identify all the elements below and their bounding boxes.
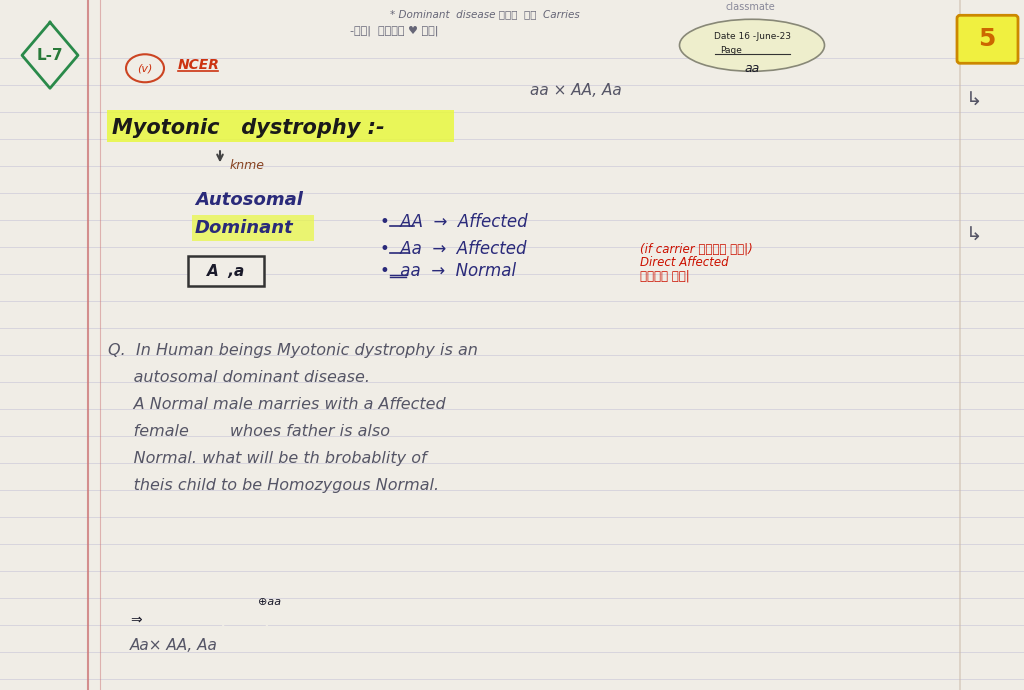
Text: 5: 5: [978, 28, 995, 51]
Text: ↳: ↳: [966, 91, 982, 110]
Text: Normal. what will be th brobablity of: Normal. what will be th brobablity of: [108, 451, 427, 466]
Text: •  AA  →  Affected: • AA → Affected: [380, 213, 527, 231]
Text: aa: aa: [744, 62, 760, 75]
Text: knme: knme: [230, 159, 265, 172]
Text: ⊕aa: ⊕aa: [258, 597, 282, 607]
Text: autosomal dominant disease.: autosomal dominant disease.: [108, 370, 370, 384]
FancyBboxPatch shape: [188, 256, 264, 286]
Text: ↳: ↳: [966, 226, 982, 245]
Text: L-7: L-7: [37, 48, 63, 63]
Polygon shape: [22, 22, 78, 88]
Text: ⇒: ⇒: [130, 613, 141, 627]
Text: (if carrier तेली है|): (if carrier तेली है|): [640, 243, 753, 256]
Text: होता है|: होता है|: [640, 270, 690, 283]
Text: * Dominant  disease में  का  Carries: * Dominant disease में का Carries: [390, 9, 580, 19]
Text: classmate: classmate: [725, 2, 775, 12]
FancyBboxPatch shape: [193, 215, 314, 242]
Ellipse shape: [126, 55, 164, 82]
Text: Date 16 -June-23: Date 16 -June-23: [714, 32, 791, 41]
Text: Page: Page: [720, 46, 741, 55]
Text: Q.  In Human beings Myotonic dystrophy is an: Q. In Human beings Myotonic dystrophy is…: [108, 343, 478, 357]
Text: Aa× AA, Aa: Aa× AA, Aa: [130, 638, 218, 653]
Text: Myotonic   dystrophy :-: Myotonic dystrophy :-: [112, 118, 385, 138]
Text: Autosomal: Autosomal: [195, 191, 303, 209]
Text: •  Aa  →  Affected: • Aa → Affected: [380, 240, 526, 258]
Text: (v): (v): [137, 63, 153, 73]
Text: Direct Affected: Direct Affected: [640, 256, 729, 268]
Text: A Normal male marries with a Affected: A Normal male marries with a Affected: [108, 397, 445, 412]
Text: -ते|  होता ♥ है|: -ते| होता ♥ है|: [350, 25, 438, 36]
FancyBboxPatch shape: [957, 15, 1018, 63]
Text: Dominant: Dominant: [195, 219, 294, 237]
Ellipse shape: [680, 19, 824, 71]
Text: theis child to be Homozygous Normal.: theis child to be Homozygous Normal.: [108, 477, 439, 493]
Text: NCER: NCER: [178, 58, 220, 72]
Text: •  aa  →  Normal: • aa → Normal: [380, 262, 516, 280]
Text: female        whoes father is also: female whoes father is also: [108, 424, 390, 439]
Text: A  ,a: A ,a: [207, 264, 245, 279]
Text: aa × AA, Aa: aa × AA, Aa: [530, 83, 622, 98]
FancyBboxPatch shape: [106, 110, 454, 142]
